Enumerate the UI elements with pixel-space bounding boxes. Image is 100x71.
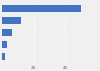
Bar — [2, 41, 7, 48]
Bar — [2, 29, 12, 36]
Bar — [2, 17, 21, 24]
Bar — [2, 53, 5, 60]
Bar — [2, 5, 81, 12]
